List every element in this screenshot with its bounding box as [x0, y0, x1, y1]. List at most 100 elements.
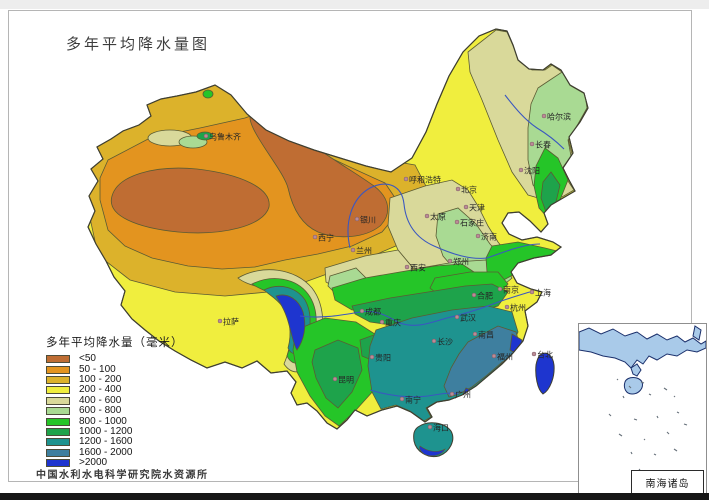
city-dot — [471, 292, 477, 298]
city-dot — [424, 213, 430, 219]
city-label: 合肥 — [477, 291, 493, 301]
legend-item: 800 - 1000 — [46, 416, 184, 426]
city-label: 哈尔滨 — [547, 112, 571, 122]
city-label: 福州 — [497, 353, 513, 362]
inset-island-mark — [640, 381, 645, 384]
city-dot — [217, 318, 223, 324]
city-dot — [529, 141, 535, 147]
legend-item-label: 1200 - 1600 — [79, 436, 133, 448]
city-label: 石家庄 — [460, 218, 484, 228]
legend-swatch — [46, 438, 70, 447]
city-label: 武汉 — [460, 313, 476, 323]
legend-item-label: >2000 — [79, 457, 108, 469]
city-dot — [431, 338, 437, 344]
city-label: 兰州 — [356, 246, 372, 256]
inset-label-box: 南海诸岛 — [631, 470, 704, 495]
legend-item-label: 50 - 100 — [79, 363, 116, 375]
city-dot — [504, 304, 510, 310]
legend-item-label: 800 - 1000 — [79, 415, 127, 427]
legend-title: 多年平均降水量（毫米） — [46, 337, 184, 349]
city-dot — [359, 308, 365, 314]
city-label: 沈阳 — [524, 166, 540, 176]
city-dot — [449, 391, 455, 397]
city-dot — [354, 216, 360, 222]
inset-island-mark — [653, 453, 657, 456]
city-label: 贵阳 — [375, 353, 391, 363]
city-dot — [497, 286, 503, 292]
legend-swatch — [46, 375, 70, 384]
city-dot — [529, 289, 535, 295]
city-label: 重庆 — [385, 318, 401, 328]
region-yunnan-1000-1200 — [311, 339, 363, 409]
city-label: 呼和浩特 — [409, 175, 441, 185]
city-dot — [447, 258, 453, 264]
city-label: 西宁 — [318, 233, 334, 243]
inset-island-mark — [630, 451, 633, 455]
region-tarim-lt50 — [110, 167, 270, 234]
region-setibet-gt2000 — [275, 294, 306, 351]
legend-swatch — [46, 355, 70, 364]
inset-leizhou — [630, 363, 642, 377]
page-title: 多年平均降水量图 — [66, 36, 211, 53]
city-label: 西安 — [410, 263, 426, 273]
legend-swatch — [46, 407, 70, 416]
top-edge-strip — [0, 0, 709, 9]
city-dot — [491, 353, 497, 359]
legend-swatch — [46, 396, 70, 405]
city-dot — [350, 247, 356, 253]
inset-island-mark — [616, 378, 619, 381]
city-label: 南宁 — [405, 395, 421, 405]
city-label: 台北 — [537, 350, 553, 360]
inset-island-mark — [638, 468, 641, 471]
city-dot — [541, 113, 547, 119]
legend-swatch — [46, 448, 70, 457]
city-label: 天津 — [469, 203, 485, 213]
city-label: 乌鲁木齐 — [209, 132, 241, 142]
city-dot — [518, 167, 524, 173]
city-label: 广州 — [455, 390, 471, 400]
city-dot — [403, 176, 409, 182]
city-label: 郑州 — [453, 257, 469, 267]
inset-taiwan — [692, 325, 702, 341]
legend-item: 1600 - 2000 — [46, 447, 184, 458]
city-dot — [369, 354, 375, 360]
yellow-river — [347, 183, 541, 259]
inset-map-svg — [578, 325, 707, 475]
city-dot — [454, 314, 460, 320]
legend-item: 1200 - 1600 — [46, 437, 184, 447]
city-label: 长沙 — [437, 337, 453, 347]
legend-item-label: 400 - 600 — [79, 394, 122, 406]
legend-swatch — [46, 386, 70, 395]
inset-island-mark — [673, 395, 676, 398]
legend-item: >2000 — [46, 458, 184, 468]
legend-item-label: <50 — [79, 353, 96, 365]
inset-island-mark — [663, 387, 668, 391]
region-hainan-gt2000 — [419, 445, 446, 457]
city-dot — [203, 133, 209, 139]
inset-label: 南海诸岛 — [645, 479, 690, 490]
legend-item: 100 - 200 — [46, 374, 184, 385]
legend-swatch — [46, 459, 70, 468]
city-dot — [379, 319, 385, 325]
city-dot — [312, 234, 318, 240]
region-altai-green — [202, 89, 214, 99]
city-label: 昆明 — [338, 376, 354, 385]
legend-item: 400 - 600 — [46, 394, 184, 406]
city-dot — [455, 186, 461, 192]
region-yangtze-1000-1200 — [351, 283, 509, 327]
city-dot — [472, 331, 478, 337]
inset-island-mark — [683, 423, 688, 426]
city-dot — [475, 233, 481, 239]
city-label: 成都 — [365, 307, 381, 317]
inset-island-mark — [622, 395, 625, 399]
attribution-text: 中国水利水电科学研究院水资源所 — [36, 470, 209, 481]
city-label: 南京 — [503, 285, 519, 295]
inset-island-mark — [666, 431, 670, 435]
city-dot — [531, 351, 537, 357]
city-label: 太原 — [430, 212, 446, 222]
inset-coastline — [578, 327, 707, 369]
city-label: 拉萨 — [223, 317, 239, 327]
